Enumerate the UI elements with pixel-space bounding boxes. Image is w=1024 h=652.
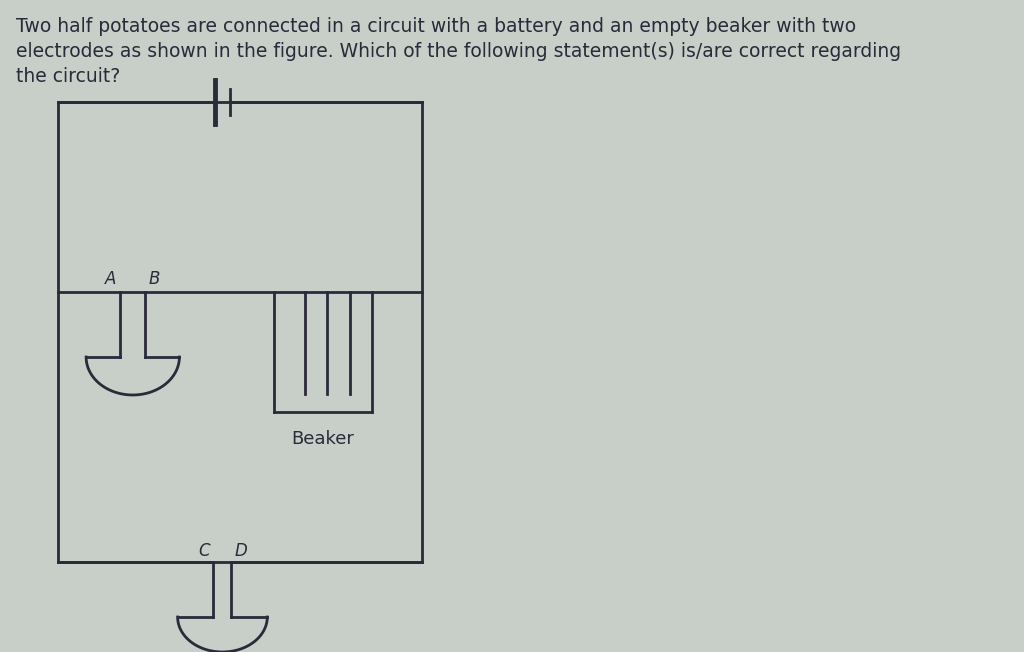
Text: A: A <box>105 270 117 288</box>
Text: D: D <box>236 542 248 560</box>
Text: B: B <box>148 270 161 288</box>
Text: Two half potatoes are connected in a circuit with a battery and an empty beaker : Two half potatoes are connected in a cir… <box>16 17 856 36</box>
Text: electrodes as shown in the figure. Which of the following statement(s) is/are co: electrodes as shown in the figure. Which… <box>16 42 901 61</box>
Text: Beaker: Beaker <box>292 430 354 448</box>
Text: C: C <box>199 542 210 560</box>
Text: the circuit?: the circuit? <box>16 67 121 86</box>
